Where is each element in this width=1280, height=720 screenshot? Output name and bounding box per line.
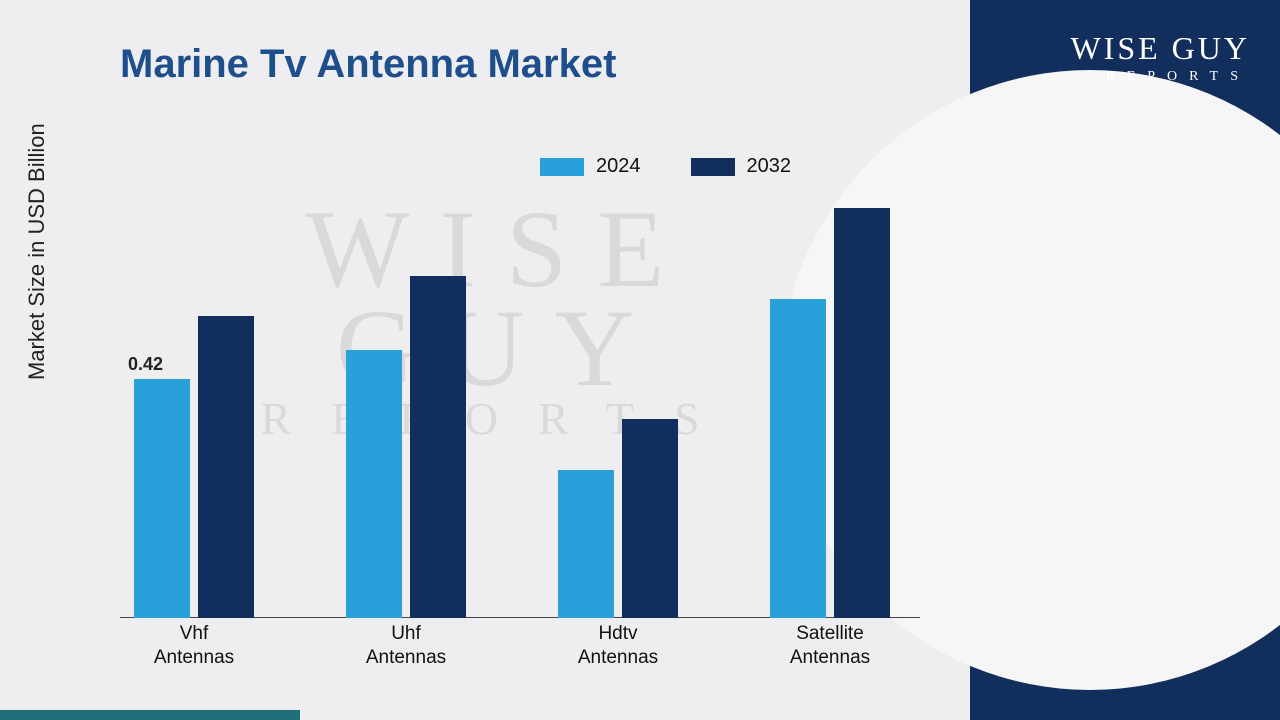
bar xyxy=(558,470,614,618)
bar xyxy=(770,299,826,618)
y-axis-label: Market Size in USD Billion xyxy=(24,123,50,380)
category-label: VhfAntennas xyxy=(110,622,278,670)
bar-chart: VhfAntennasUhfAntennasHdtvAntennasSatell… xyxy=(120,162,920,618)
chart-title: Marine Tv Antenna Market xyxy=(120,42,616,87)
bottom-accent-bar xyxy=(0,710,300,720)
bar xyxy=(198,316,254,618)
category-label: HdtvAntennas xyxy=(534,622,702,670)
brand-logo: WISE GUY REPORTS xyxy=(1070,30,1250,85)
brand-logo-line2: REPORTS xyxy=(1070,69,1250,85)
bar xyxy=(346,350,402,618)
bar xyxy=(134,379,190,618)
category-label: SatelliteAntennas xyxy=(746,622,914,670)
bar-value-label: 0.42 xyxy=(128,354,163,375)
bar xyxy=(410,276,466,618)
page: Marine Tv Antenna Market WISE GUY REPORT… xyxy=(0,0,1280,720)
brand-logo-line1: WISE GUY xyxy=(1070,30,1250,67)
category-label: UhfAntennas xyxy=(322,622,490,670)
bar xyxy=(622,419,678,619)
bar xyxy=(834,208,890,618)
